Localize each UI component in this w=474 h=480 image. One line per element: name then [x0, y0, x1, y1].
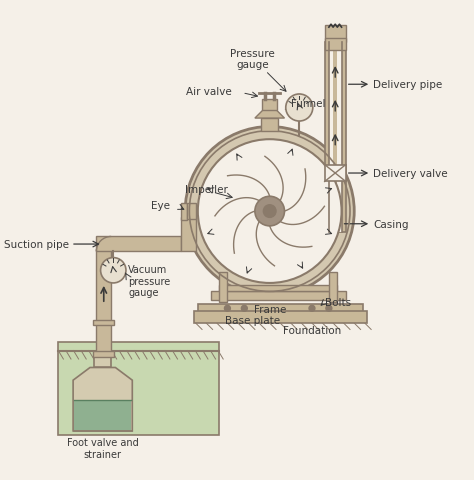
Circle shape	[198, 140, 342, 283]
Circle shape	[241, 306, 247, 312]
Bar	[325, 43, 346, 233]
Polygon shape	[73, 368, 132, 431]
Bar	[219, 286, 337, 292]
Text: Eye: Eye	[151, 200, 170, 210]
Bar	[262, 100, 277, 110]
Circle shape	[225, 306, 230, 312]
Bar	[96, 250, 111, 355]
Bar	[93, 351, 114, 357]
Bar	[329, 43, 333, 233]
Bar	[193, 312, 367, 324]
Bar	[325, 39, 346, 51]
Circle shape	[100, 258, 126, 283]
Text: Delivery pipe: Delivery pipe	[373, 80, 443, 90]
Polygon shape	[255, 110, 284, 119]
Bar	[210, 292, 346, 300]
Bar	[261, 119, 278, 132]
Circle shape	[286, 95, 313, 122]
Text: Pressure
gauge: Pressure gauge	[230, 49, 275, 70]
Bar	[181, 218, 196, 252]
Bar	[181, 203, 187, 220]
Bar	[93, 321, 114, 325]
Bar	[198, 304, 363, 313]
Text: Foot valve and
strainer: Foot valve and strainer	[67, 437, 138, 459]
Text: Funnel: Funnel	[291, 99, 325, 109]
Circle shape	[264, 205, 276, 218]
Bar	[325, 165, 346, 182]
Text: Delivery valve: Delivery valve	[373, 168, 448, 179]
Bar	[96, 237, 181, 252]
Text: Air valve: Air valve	[186, 86, 232, 96]
Bar	[187, 204, 196, 219]
Circle shape	[185, 127, 354, 296]
Text: Base plate: Base plate	[225, 315, 280, 325]
Bar	[58, 342, 219, 435]
Bar	[94, 351, 111, 368]
Bar	[74, 401, 131, 430]
Bar	[219, 273, 228, 302]
Text: Casing: Casing	[373, 219, 409, 229]
Text: Vacuum
pressure
gauge: Vacuum pressure gauge	[128, 264, 170, 298]
Bar	[329, 273, 337, 302]
Text: Bolts: Bolts	[325, 297, 351, 307]
Circle shape	[255, 197, 284, 227]
Circle shape	[309, 306, 315, 312]
Bar	[337, 43, 342, 233]
Text: Foundation: Foundation	[283, 325, 341, 336]
Bar	[325, 26, 346, 43]
Text: Frame: Frame	[254, 304, 286, 314]
Text: Suction pipe: Suction pipe	[4, 240, 69, 250]
Text: Impeller: Impeller	[185, 185, 228, 195]
Bar	[73, 383, 132, 431]
Circle shape	[326, 306, 332, 312]
